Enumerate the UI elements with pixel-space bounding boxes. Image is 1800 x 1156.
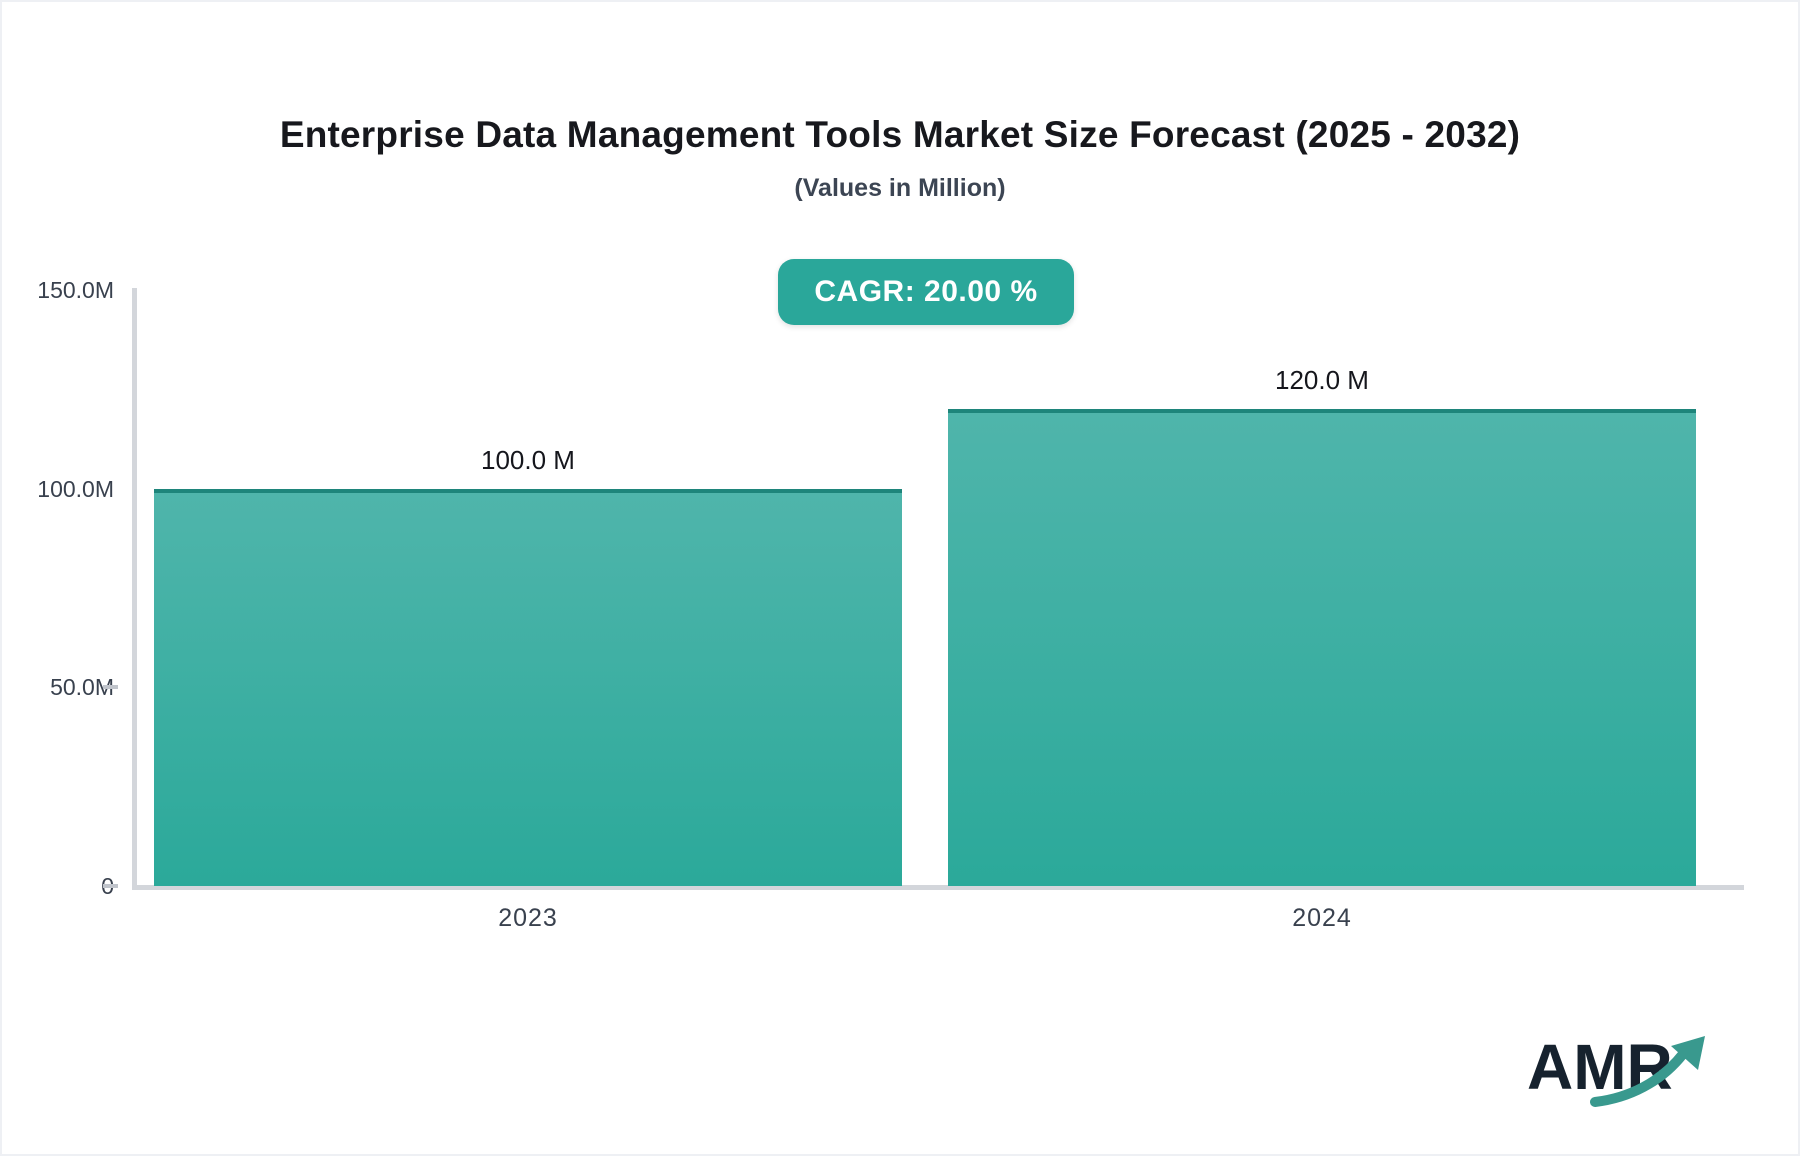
chart-subtitle: (Values in Million) (794, 174, 1006, 202)
y-tick-label: 50.0M (50, 674, 114, 701)
cagr-badge-label: CAGR: 20.00 % (814, 275, 1038, 308)
y-axis-line (132, 288, 137, 888)
y-tick-mark (103, 884, 118, 888)
x-tick-label: 2024 (1292, 904, 1352, 932)
y-tick-label: 150.0M (37, 277, 114, 303)
y-tick-mark (103, 685, 118, 690)
bar-value-label: 100.0 M (481, 444, 575, 475)
bar-2023 (154, 488, 902, 886)
x-tick-label: 2023 (498, 904, 558, 932)
growth-arrowhead-icon (1671, 1036, 1705, 1070)
bar-2024 (948, 409, 1696, 886)
amr-logo: AMR (1525, 1020, 1735, 1115)
bar-value-label: 120.0 M (1275, 365, 1369, 396)
growth-arrow-icon (1590, 1049, 1688, 1107)
cagr-badge: CAGR: 20.00 % (778, 259, 1074, 325)
amr-logo-graphic: AMR (1527, 1031, 1705, 1107)
x-axis-line (132, 885, 1744, 890)
y-tick-label: 0 (2, 871, 114, 901)
y-tick-label: 100.0M (37, 475, 114, 502)
amr-logo-text: AMR (1527, 1031, 1673, 1103)
chart-title: Enterprise Data Management Tools Market … (279, 114, 1521, 155)
